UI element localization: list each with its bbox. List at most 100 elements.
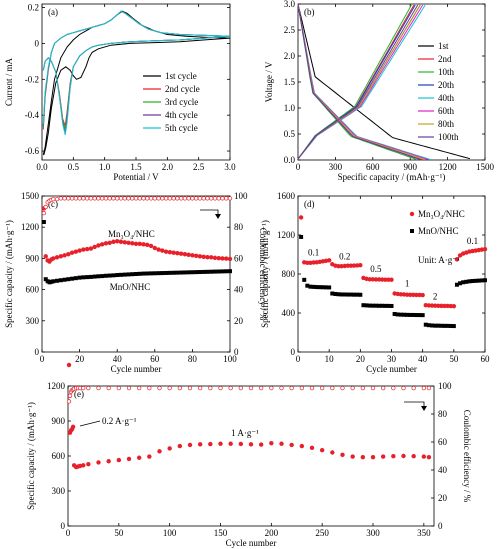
rate-label: 0.2: [339, 251, 350, 261]
data-point: [62, 196, 67, 201]
data-point: [86, 461, 91, 467]
data-point: [111, 273, 116, 278]
x-tick-label: 2.5: [193, 162, 205, 172]
data-point: [118, 239, 124, 244]
panel-label: (c): [48, 199, 58, 209]
data-point: [439, 323, 444, 328]
legend-label: 3rd cycle: [165, 97, 198, 107]
discharge-curve-100th: [297, 3, 421, 160]
data-point: [355, 263, 360, 268]
data-point: [186, 196, 191, 201]
x-tick-label: 600: [366, 162, 380, 172]
data-point: [309, 385, 315, 391]
data-point: [224, 196, 229, 201]
data-point: [320, 285, 325, 290]
data-point: [156, 247, 161, 252]
y-tick-label: 1.0: [284, 103, 296, 113]
x-tick-label: 2.0: [162, 162, 174, 172]
data-point: [103, 241, 109, 246]
data-point: [96, 196, 101, 201]
data-point: [423, 322, 428, 327]
data-point: [376, 277, 382, 282]
data-point: [224, 269, 229, 274]
data-point: [178, 251, 184, 256]
annotation-low-rate: 0.2 A·g⁻¹: [102, 416, 137, 426]
legend-label: MnO/NHC: [418, 226, 459, 236]
data-point: [361, 303, 366, 308]
x-tick-label: 20: [356, 354, 366, 364]
data-point: [350, 385, 355, 391]
x-tick-label: 3.0: [224, 162, 236, 172]
rate-label: 0.5: [370, 264, 382, 274]
data-point: [360, 454, 366, 460]
data-point: [405, 312, 410, 317]
data-point: [340, 452, 345, 458]
y-tick-label: 900: [26, 253, 40, 263]
y-right-tick-label: 0: [234, 347, 239, 357]
data-point: [482, 246, 488, 252]
data-point: [314, 285, 319, 290]
data-point: [279, 385, 284, 391]
data-point: [122, 240, 127, 245]
unit-label: Unit: A·g⁻¹: [418, 255, 460, 265]
data-point: [224, 256, 229, 261]
data-point: [147, 385, 152, 391]
data-point: [197, 254, 203, 259]
legend-label: 1st: [438, 41, 449, 51]
data-point: [186, 252, 191, 257]
data-point: [216, 269, 221, 274]
annotation-high-rate: 1 A·g⁻¹: [231, 428, 259, 438]
y-tick-label: 900: [52, 416, 66, 426]
y-tick-label: 0.0: [284, 155, 296, 165]
discharge-curve-40th: [297, 3, 431, 160]
data-point: [145, 196, 150, 201]
data-point: [227, 196, 233, 201]
panel-label: (b): [304, 7, 315, 17]
rate-label: 0.1: [308, 247, 319, 257]
data-point: [126, 385, 132, 391]
data-point: [299, 234, 304, 239]
data-point: [84, 196, 90, 201]
data-point: [411, 454, 416, 459]
data-point: [476, 278, 481, 283]
data-point: [205, 196, 210, 201]
data-point: [330, 291, 335, 296]
data-point: [190, 270, 195, 275]
data-point: [186, 270, 191, 275]
data-point: [157, 385, 162, 391]
data-point: [381, 385, 386, 391]
data-point: [421, 385, 426, 391]
data-point: [436, 323, 441, 328]
data-point: [308, 284, 313, 289]
data-point: [134, 272, 138, 276]
data-point: [370, 303, 375, 308]
data-point: [379, 277, 385, 282]
data-point: [436, 303, 441, 308]
data-point: [392, 311, 397, 316]
data-point: [420, 313, 425, 318]
data-point: [391, 454, 396, 459]
data-point: [171, 270, 176, 275]
data-point: [401, 385, 406, 391]
data-point: [269, 440, 274, 446]
data-point: [148, 196, 154, 201]
data-point: [324, 285, 329, 290]
data-point: [326, 258, 332, 263]
data-point: [149, 271, 154, 276]
data-point: [41, 220, 46, 224]
data-point: [130, 272, 135, 277]
data-point: [171, 196, 176, 201]
data-point: [401, 312, 406, 317]
data-point: [177, 385, 182, 391]
data-point: [86, 385, 91, 391]
y-tick-label: 1600: [277, 191, 296, 201]
y-tick-label: 800: [282, 269, 296, 279]
y-axis-right-label: Coulombic efficiency / %: [258, 228, 268, 321]
data-point: [81, 463, 86, 468]
data-point: [88, 274, 93, 279]
data-point: [100, 196, 105, 201]
data-point: [248, 442, 254, 447]
data-point: [451, 324, 456, 329]
data-point: [367, 277, 372, 282]
legend-marker: [410, 229, 414, 233]
